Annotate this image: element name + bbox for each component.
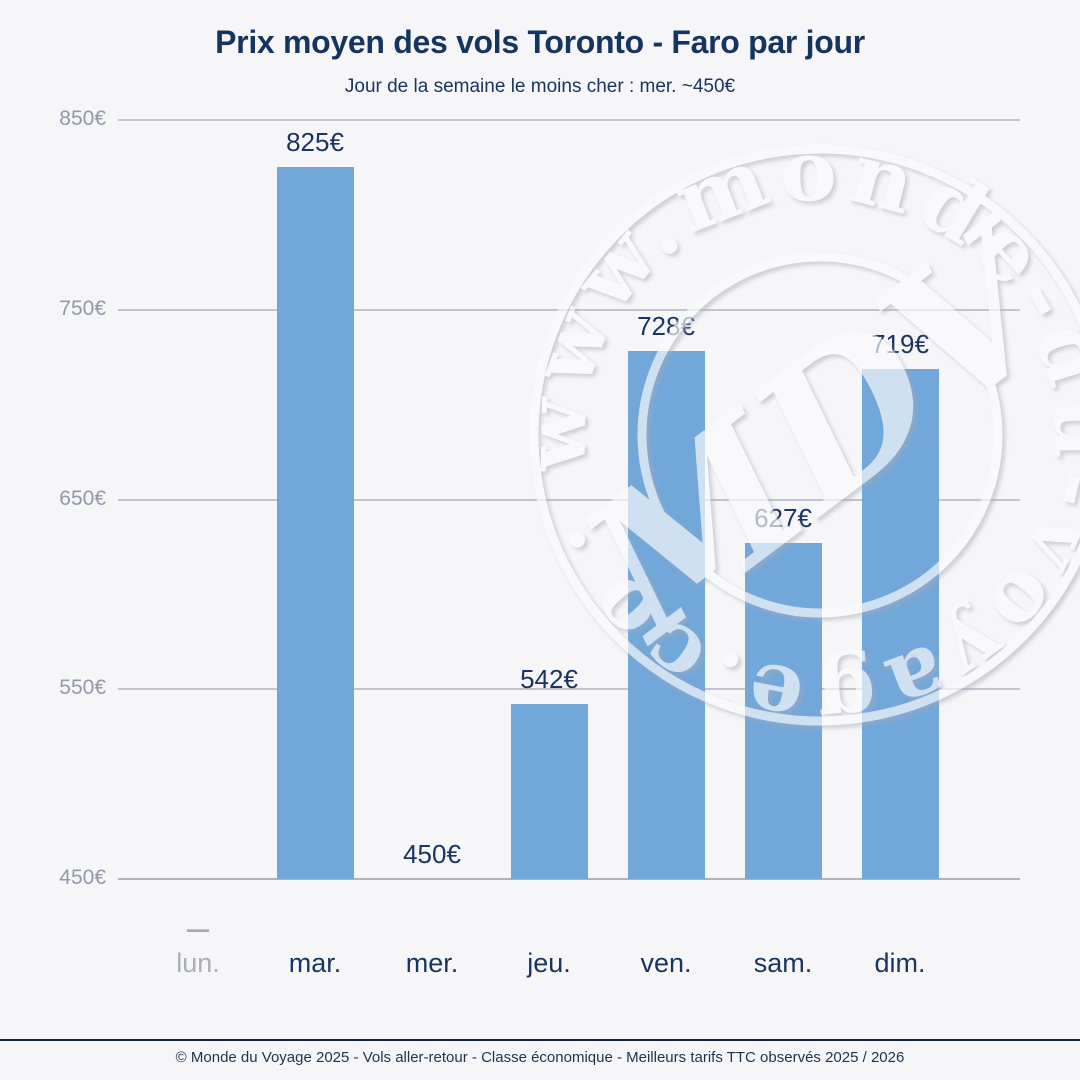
x-axis-day-label: ven.	[640, 948, 692, 978]
bar-value-label: 719€	[871, 328, 929, 359]
no-data-marker: –	[186, 906, 210, 950]
bar-value-label: 542€	[520, 664, 578, 695]
y-axis-tick-label: 550€	[59, 676, 106, 700]
y-axis-tick-label: 850€	[59, 107, 106, 130]
bar-value-label: 825€	[286, 127, 344, 158]
footer-credit: © Monde du Voyage 2025 - Vols aller-reto…	[175, 1049, 905, 1066]
bar-dim	[861, 368, 939, 879]
bar-value-label: 627€	[754, 503, 812, 534]
chart-subtitle: Jour de la semaine le moins cher : mer. …	[344, 76, 736, 97]
x-axis-day-label: dim.	[874, 948, 926, 978]
x-axis-day-label: mar.	[288, 948, 342, 978]
gridline-750	[118, 308, 1020, 311]
y-axis-tick-label: 750€	[59, 296, 106, 320]
bar-ven	[627, 351, 705, 879]
page-title: Prix moyen des vols Toronto - Faro par j…	[215, 24, 865, 60]
y-axis-tick-label: 650€	[59, 486, 106, 510]
gridline-850	[118, 119, 1020, 121]
bar-mar	[276, 167, 354, 879]
x-axis-day-label: lun.	[176, 948, 220, 978]
x-axis-day-label: mer.	[405, 948, 459, 978]
bar-value-label: 728€	[637, 311, 695, 342]
x-axis-day-label: jeu.	[527, 948, 571, 978]
x-axis-day-label: sam.	[753, 948, 813, 978]
bar-jeu	[510, 704, 588, 879]
y-axis-tick-label: 450€	[59, 866, 106, 889]
gridline-450	[118, 878, 1020, 880]
footer-divider	[0, 1039, 1080, 1041]
bar-value-label: 450€	[403, 839, 461, 869]
bar-sam	[744, 543, 822, 879]
